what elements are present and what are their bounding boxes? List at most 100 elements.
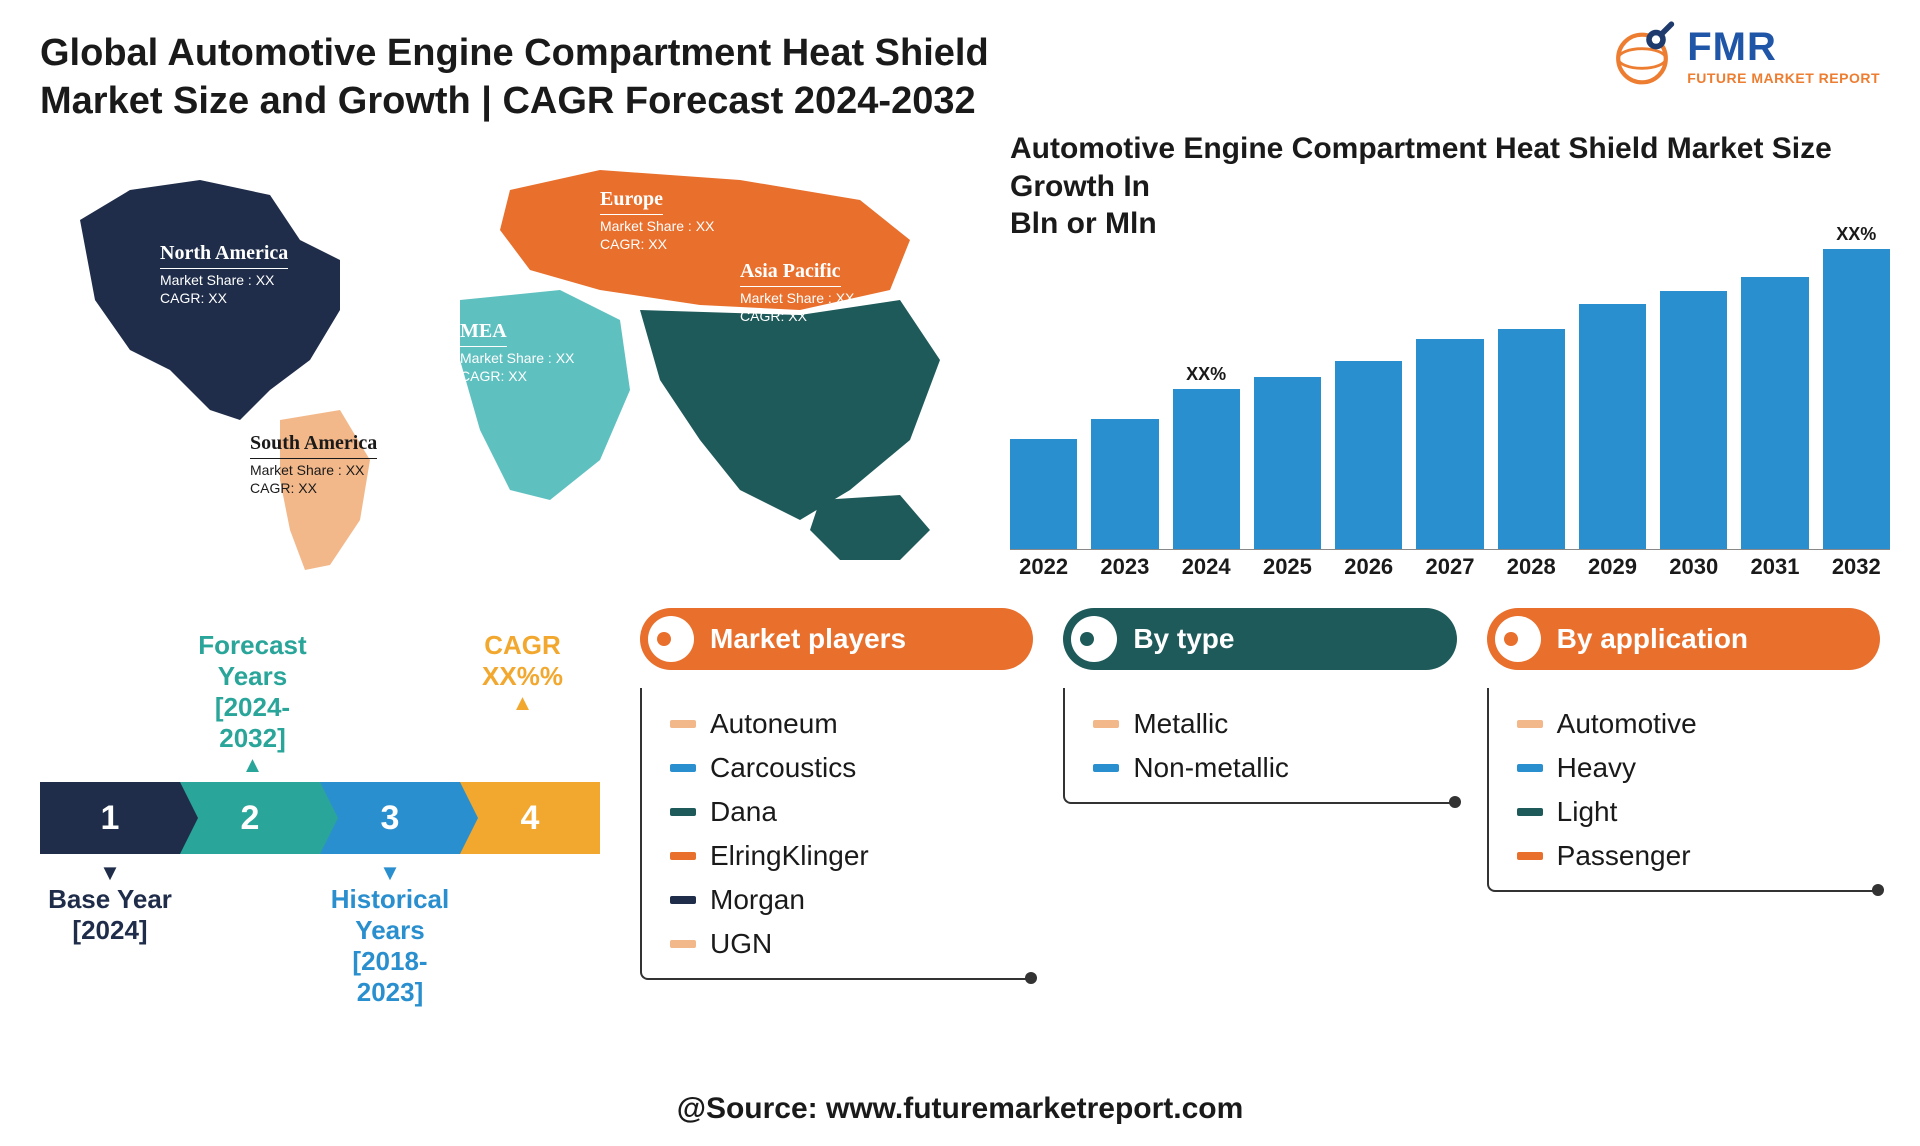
bar-2026 bbox=[1335, 361, 1402, 549]
marker-icon bbox=[1517, 852, 1543, 860]
category-list: Autoneum Carcoustics Dana ElringKlinger Morg… bbox=[640, 688, 1033, 980]
bar-annotation: XX% bbox=[1836, 224, 1876, 245]
marker-icon bbox=[670, 764, 696, 772]
page-title: Global Automotive Engine Compartment Hea… bbox=[40, 30, 1090, 125]
list-item-label: Carcoustics bbox=[710, 752, 856, 784]
x-label: 2028 bbox=[1498, 554, 1565, 580]
bar-2032: XX% bbox=[1823, 249, 1890, 549]
category-title: By type bbox=[1133, 623, 1234, 655]
marker-icon bbox=[1093, 720, 1119, 728]
region-label-na: North AmericaMarket Share : XXCAGR: XX bbox=[160, 240, 288, 307]
x-label: 2030 bbox=[1660, 554, 1727, 580]
x-label: 2023 bbox=[1091, 554, 1158, 580]
list-item: Passenger bbox=[1517, 834, 1860, 878]
list-item: Morgan bbox=[670, 878, 1013, 922]
list-item-label: Dana bbox=[710, 796, 777, 828]
infographic-root: Global Automotive Engine Compartment Hea… bbox=[0, 0, 1920, 1146]
list-item-label: Metallic bbox=[1133, 708, 1228, 740]
category-pill: By type bbox=[1063, 608, 1456, 670]
list-item: Metallic bbox=[1093, 702, 1436, 746]
region-ap-aus bbox=[810, 495, 930, 560]
category-list: Automotive Heavy Light Passenger bbox=[1487, 688, 1880, 892]
category-col: By application Automotive Heavy Light Passen… bbox=[1487, 608, 1880, 980]
globe-icon bbox=[1607, 20, 1677, 90]
marker-icon bbox=[670, 808, 696, 816]
category-list: Metallic Non-metallic bbox=[1063, 688, 1456, 804]
x-label: 2029 bbox=[1579, 554, 1646, 580]
logo-text-sub: FUTURE MARKET REPORT bbox=[1687, 70, 1880, 86]
list-item-label: ElringKlinger bbox=[710, 840, 869, 872]
bar-2031 bbox=[1741, 277, 1808, 549]
list-item: Carcoustics bbox=[670, 746, 1013, 790]
timeline-bottom-label: ▼Base Year[2024] bbox=[40, 862, 180, 1008]
timeline-seg-3: 3 bbox=[320, 782, 460, 854]
list-item-label: Morgan bbox=[710, 884, 805, 916]
chart-title: Automotive Engine Compartment Heat Shiel… bbox=[1010, 130, 1890, 243]
bar-2027 bbox=[1416, 339, 1483, 549]
list-item-label: Autoneum bbox=[710, 708, 838, 740]
marker-icon bbox=[1517, 764, 1543, 772]
timeline-bar: 1234 bbox=[40, 782, 600, 854]
marker-icon bbox=[1517, 720, 1543, 728]
list-item-label: UGN bbox=[710, 928, 772, 960]
list-item: UGN bbox=[670, 922, 1013, 966]
x-axis-labels: 2022 2023 2024 2025 2026 2027 2028 2029 2030 2031… bbox=[1010, 554, 1890, 580]
category-col: Market players Autoneum Carcoustics Dana Elr… bbox=[640, 608, 1033, 980]
list-item-label: Heavy bbox=[1557, 752, 1636, 784]
list-item: Heavy bbox=[1517, 746, 1860, 790]
x-label: 2025 bbox=[1254, 554, 1321, 580]
bar-annotation: XX% bbox=[1186, 364, 1226, 385]
marker-icon bbox=[670, 940, 696, 948]
source-text: @Source: www.futuremarketreport.com bbox=[677, 1092, 1244, 1126]
region-label-mea: MEAMarket Share : XXCAGR: XX bbox=[460, 318, 574, 385]
bar-2025 bbox=[1254, 377, 1321, 549]
list-item: Non-metallic bbox=[1093, 746, 1436, 790]
bar-2022 bbox=[1010, 439, 1077, 549]
list-item-label: Automotive bbox=[1557, 708, 1697, 740]
list-item: Light bbox=[1517, 790, 1860, 834]
timeline-seg-4: 4 bbox=[460, 782, 600, 854]
category-columns: Market players Autoneum Carcoustics Dana Elr… bbox=[640, 608, 1880, 980]
brand-logo: FMR FUTURE MARKET REPORT bbox=[1607, 20, 1880, 90]
list-item-label: Light bbox=[1557, 796, 1618, 828]
marker-icon bbox=[670, 720, 696, 728]
bar-chart: Automotive Engine Compartment Heat Shiel… bbox=[1010, 130, 1890, 580]
x-label: 2024 bbox=[1173, 554, 1240, 580]
list-item: ElringKlinger bbox=[670, 834, 1013, 878]
timeline-bottom-label: ▼Historical Years[2018-2023] bbox=[320, 862, 460, 1008]
x-label: 2032 bbox=[1823, 554, 1890, 580]
timeline: Forecast Years[2024-2032]▲ CAGRXX%%▲ 1234… bbox=[40, 630, 600, 1008]
bar-2028 bbox=[1498, 329, 1565, 549]
category-pill: Market players bbox=[640, 608, 1033, 670]
logo-text-main: FMR bbox=[1687, 25, 1880, 70]
x-label: 2027 bbox=[1416, 554, 1483, 580]
marker-icon bbox=[1093, 764, 1119, 772]
timeline-top-label: Forecast Years[2024-2032]▲ bbox=[185, 630, 320, 776]
category-title: Market players bbox=[710, 623, 906, 655]
timeline-seg-1: 1 bbox=[40, 782, 180, 854]
x-label: 2022 bbox=[1010, 554, 1077, 580]
region-label-sa: South AmericaMarket Share : XXCAGR: XX bbox=[250, 430, 377, 497]
list-item-label: Non-metallic bbox=[1133, 752, 1289, 784]
timeline-top-label: CAGRXX%%▲ bbox=[455, 630, 590, 776]
list-item: Autoneum bbox=[670, 702, 1013, 746]
list-item: Dana bbox=[670, 790, 1013, 834]
list-item: Automotive bbox=[1517, 702, 1860, 746]
bars-container: XX% XX% bbox=[1010, 240, 1890, 550]
x-label: 2026 bbox=[1335, 554, 1402, 580]
category-pill: By application bbox=[1487, 608, 1880, 670]
bar-2030 bbox=[1660, 291, 1727, 549]
category-title: By application bbox=[1557, 623, 1748, 655]
region-label-ap: Asia PacificMarket Share : XXCAGR: XX bbox=[740, 258, 854, 325]
bar-2029 bbox=[1579, 304, 1646, 549]
marker-icon bbox=[670, 852, 696, 860]
region-label-eu: EuropeMarket Share : XXCAGR: XX bbox=[600, 186, 714, 253]
x-label: 2031 bbox=[1741, 554, 1808, 580]
region-ap bbox=[640, 300, 940, 520]
world-map: North AmericaMarket Share : XXCAGR: XX So… bbox=[40, 160, 960, 580]
timeline-seg-2: 2 bbox=[180, 782, 320, 854]
marker-icon bbox=[1517, 808, 1543, 816]
bar-2023 bbox=[1091, 419, 1158, 549]
list-item-label: Passenger bbox=[1557, 840, 1691, 872]
category-col: By type Metallic Non-metallic bbox=[1063, 608, 1456, 980]
